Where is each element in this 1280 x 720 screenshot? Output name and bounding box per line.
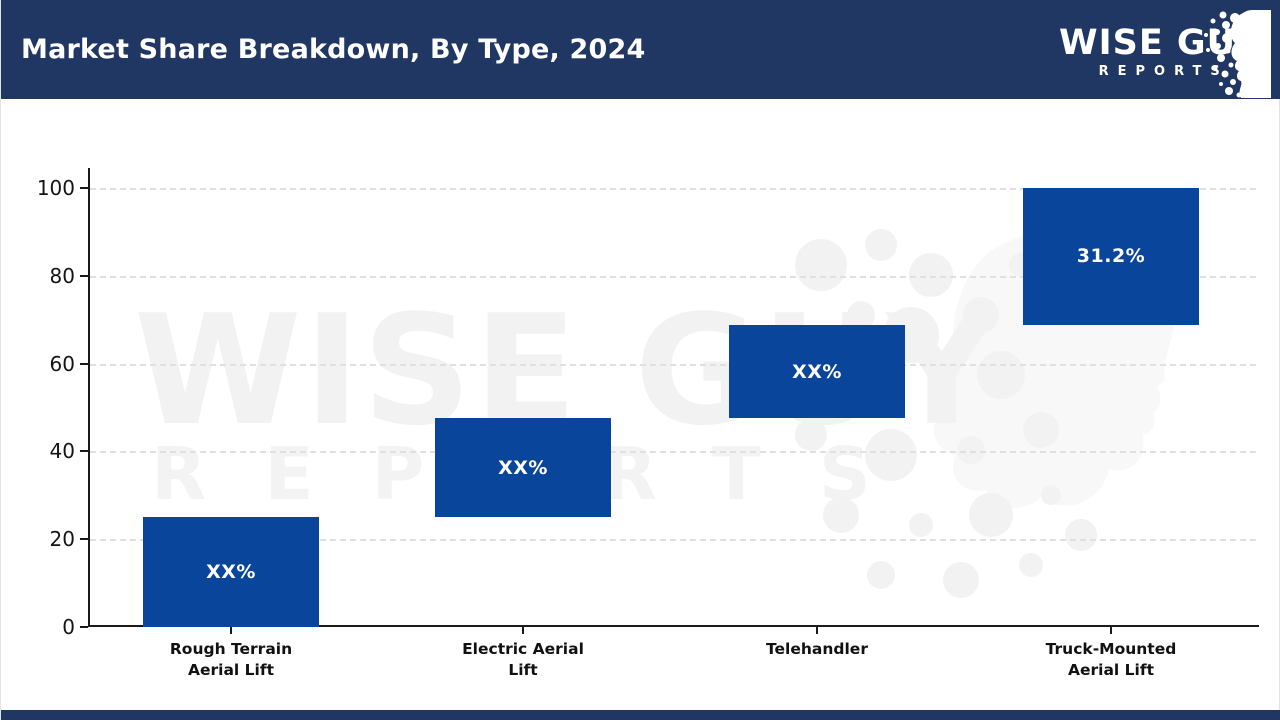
y-tick-mark [80,362,88,365]
category-label-4: Truck-Mounted Aerial Lift [971,639,1251,681]
bar-value-label: XX% [206,561,256,584]
category-label-line: Electric Aerial [462,640,584,658]
y-tick-mark [80,274,88,277]
bar-value-label: XX% [498,456,548,479]
chart-title: Market Share Breakdown, By Type, 2024 [21,34,646,65]
bar-segment-3: XX% [729,324,905,419]
y-axis-line [88,168,90,627]
x-tick-mark [816,627,818,634]
bar-value-label: 31.2% [1076,245,1146,268]
y-tick-label-40: 40 [49,439,75,464]
gridline-80 [90,275,1256,278]
y-tick-mark [80,626,88,628]
gridline-60 [90,363,1256,366]
y-tick-label-20: 20 [49,527,75,552]
gridline-20 [90,539,1256,542]
bar-segment-2: XX% [435,418,611,518]
y-tick-label-0: 0 [62,615,75,639]
bar-value-label: XX% [792,360,842,383]
y-tick-mark [80,538,88,541]
logo-subtext: REPORTS [1098,64,1229,79]
gridline-100 [90,188,1256,190]
wise-guy-logo: WISE GUY REPORTS [1021,6,1271,98]
x-axis-line [88,625,1259,627]
logo-wordmark: WISE GUY [1059,23,1263,63]
category-label-line: Lift [508,661,538,679]
y-tick-mark [80,187,88,189]
category-label-line: Rough Terrain [169,640,293,658]
gridline-40 [90,451,1256,454]
y-tick-label-100: 100 [36,176,75,200]
x-tick-mark [522,627,524,634]
header-bar: Market Share Breakdown, By Type, 2024 WI… [1,0,1280,99]
category-label-3: Telehandler [677,639,957,660]
category-label-line: Aerial Lift [188,661,274,679]
y-tick-label-60: 60 [49,351,75,376]
category-label-1: Rough Terrain Aerial Lift [91,639,371,681]
waterfall-chart: 0 20 40 60 80 100 XX% Rough Terrain Aerial Lift X… [1,99,1280,710]
category-label-2: Electric Aerial Lift [383,639,663,681]
bar-segment-1: XX% [143,517,319,627]
x-tick-mark [230,627,232,634]
category-label-line: Aerial Lift [1068,661,1154,679]
footer-bar [1,710,1280,720]
category-label-line: Telehandler [766,640,868,658]
y-tick-mark [80,450,88,453]
x-tick-mark [1110,627,1112,634]
bar-segment-4: 31.2% [1023,188,1199,325]
category-label-line: Truck-Mounted [1045,640,1177,658]
wise-guy-face-icon [1204,10,1271,98]
y-tick-label-80: 80 [49,263,75,288]
